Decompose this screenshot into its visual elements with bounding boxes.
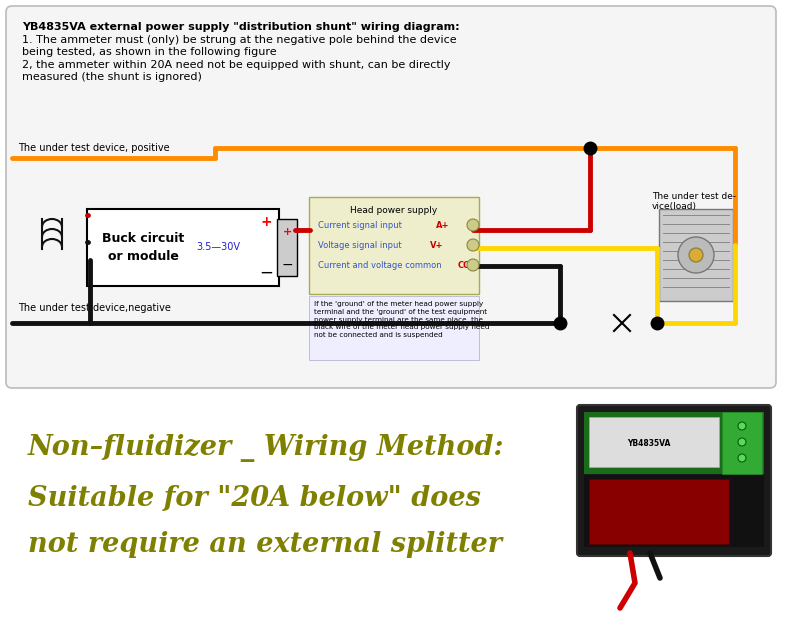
Circle shape (678, 237, 714, 273)
Circle shape (467, 259, 479, 271)
FancyBboxPatch shape (722, 412, 762, 474)
FancyBboxPatch shape (659, 209, 733, 301)
Text: not require an external splitter: not require an external splitter (28, 531, 502, 558)
FancyBboxPatch shape (6, 6, 776, 388)
Text: vice(load): vice(load) (652, 202, 697, 211)
FancyBboxPatch shape (87, 209, 279, 286)
Text: Buck circuit
or module: Buck circuit or module (102, 232, 184, 263)
Text: The under test device, positive: The under test device, positive (18, 143, 169, 153)
Circle shape (689, 248, 703, 262)
Circle shape (467, 239, 479, 251)
Circle shape (738, 438, 746, 446)
Text: +: + (261, 215, 272, 229)
Text: 3.5—30V: 3.5—30V (196, 242, 240, 252)
Text: Current signal input: Current signal input (318, 221, 405, 229)
Circle shape (467, 219, 479, 231)
Text: V+: V+ (430, 240, 444, 249)
Text: 2, the ammeter within 20A need not be equipped with shunt, can be directly: 2, the ammeter within 20A need not be eq… (22, 60, 451, 69)
FancyBboxPatch shape (309, 296, 479, 360)
Text: Voltage signal input: Voltage signal input (318, 240, 404, 249)
Text: being tested, as shown in the following figure: being tested, as shown in the following … (22, 47, 276, 57)
Text: The under test device,negative: The under test device,negative (18, 303, 171, 313)
FancyBboxPatch shape (589, 479, 729, 544)
FancyBboxPatch shape (589, 417, 719, 467)
Text: YB4835VA external power supply "distribution shunt" wiring diagram:: YB4835VA external power supply "distribu… (22, 22, 459, 32)
Text: 1. The ammeter must (only) be strung at the negative pole behind the device: 1. The ammeter must (only) be strung at … (22, 35, 457, 44)
Text: −: − (259, 264, 273, 282)
Text: A+: A+ (436, 221, 450, 229)
Text: Current and voltage common: Current and voltage common (318, 260, 444, 269)
Text: YB4835VA: YB4835VA (627, 438, 671, 447)
Text: −: − (281, 258, 293, 272)
Circle shape (738, 454, 746, 462)
Text: measured (the shunt is ignored): measured (the shunt is ignored) (22, 72, 202, 82)
Text: The under test de-: The under test de- (652, 192, 736, 201)
Text: Head power supply: Head power supply (350, 206, 438, 215)
FancyBboxPatch shape (309, 197, 479, 294)
Text: Non–fluidizer _ Wiring Method:: Non–fluidizer _ Wiring Method: (28, 434, 505, 462)
Text: Suitable for "20A below" does: Suitable for "20A below" does (28, 485, 481, 512)
Text: CON: CON (458, 260, 478, 269)
Text: +: + (283, 227, 291, 237)
FancyBboxPatch shape (584, 475, 764, 547)
Circle shape (738, 422, 746, 430)
FancyBboxPatch shape (577, 405, 771, 556)
Text: If the 'ground' of the meter head power supply
terminal and the 'ground' of the : If the 'ground' of the meter head power … (314, 301, 489, 338)
FancyBboxPatch shape (584, 412, 764, 474)
FancyBboxPatch shape (277, 219, 297, 276)
